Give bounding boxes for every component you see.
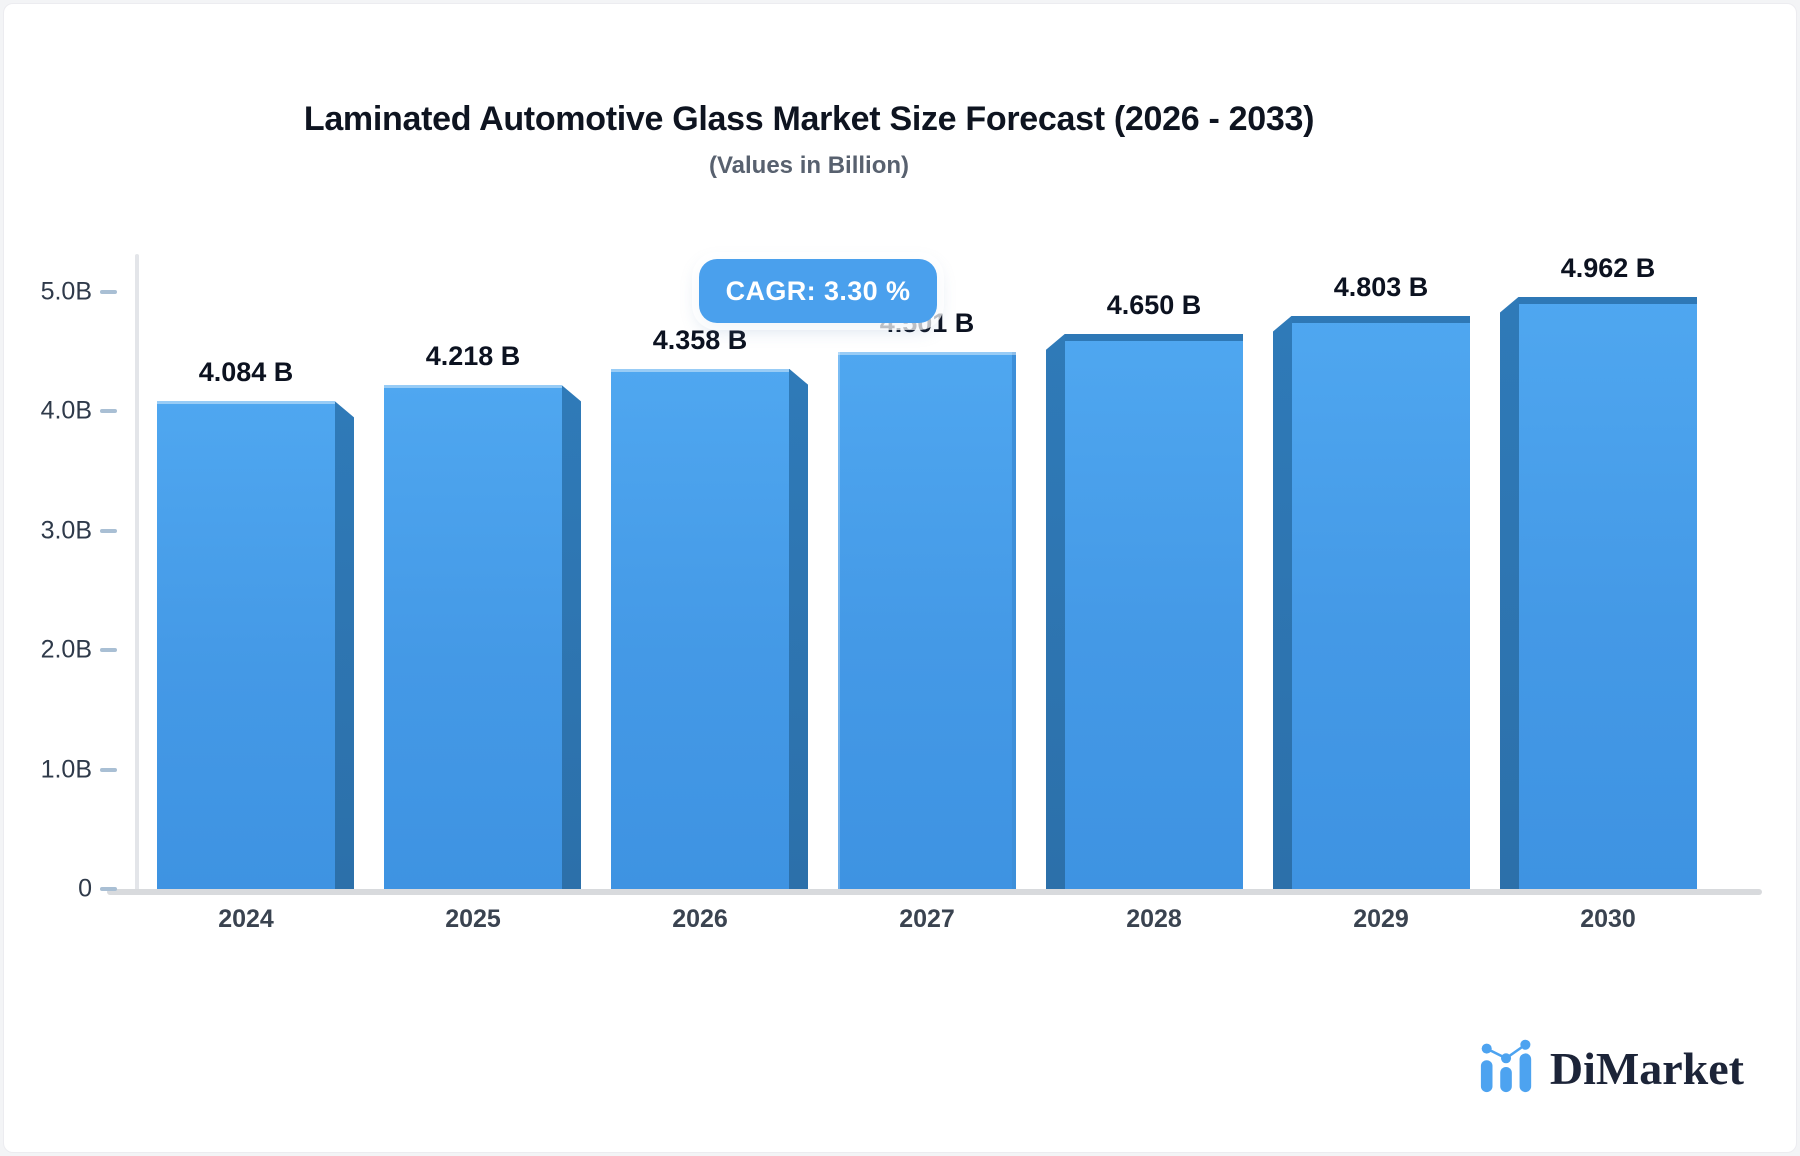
x-label-2028: 2028 — [1126, 905, 1182, 933]
chart-title: Laminated Automotive Glass Market Size F… — [303, 100, 1315, 138]
tick-dash — [100, 768, 117, 772]
bar-value-label: 4.650 B — [1106, 289, 1202, 320]
y-tick-label: 5.0B — [40, 277, 92, 306]
bar-value-label: 4.084 B — [198, 357, 294, 388]
bar-group-2028: 4.650 B — [1046, 290, 1243, 889]
bar-top-edge — [611, 368, 789, 372]
y-axis-line — [135, 254, 139, 895]
bar-top-edge — [1292, 315, 1470, 323]
bar-side-face — [562, 385, 581, 889]
bar-top-edge — [157, 401, 335, 405]
bar-side-face — [1046, 333, 1065, 889]
x-label-2029: 2029 — [1353, 905, 1409, 933]
bar-group-2026: 4.358 B — [611, 292, 808, 889]
chart-subtitle: (Values in Billion) — [708, 152, 910, 179]
bar-group-2024: 4.084 B — [157, 292, 354, 889]
tick-dash — [100, 887, 117, 891]
tick-dash — [100, 290, 117, 294]
bar-side-face — [1500, 296, 1519, 889]
y-tick-label: 2.0B — [40, 635, 92, 664]
bar-value-label: 4.962 B — [1560, 252, 1656, 283]
bar-group-2027: 4.501 B — [838, 292, 1016, 889]
y-tick-label: 3.0B — [40, 516, 92, 545]
bar-chart-logo-icon — [1478, 1037, 1536, 1100]
bar-2028[interactable]: 4.650 B — [1046, 290, 1243, 889]
dimarket-logo: DiMarket — [1478, 1037, 1744, 1100]
bar-side-face — [789, 368, 808, 889]
cagr-badge: CAGR: 3.30 % — [699, 259, 937, 323]
x-label-2026: 2026 — [672, 905, 728, 933]
bar-side-face — [1273, 315, 1292, 889]
tick-dash — [100, 648, 117, 652]
bar-value-label: 4.358 B — [652, 324, 748, 355]
bar-2029[interactable]: 4.803 B — [1273, 272, 1470, 889]
bar-2025[interactable]: 4.218 B — [384, 341, 581, 889]
bar-side-face — [335, 401, 354, 889]
y-tick-label: 0 — [78, 874, 92, 903]
bar-group-2025: 4.218 B — [384, 292, 581, 889]
bar-chart-plot-area: 4.084 B 4.218 B 4.358 B 4.501 B — [157, 253, 1777, 889]
x-label-2027: 2027 — [899, 905, 955, 933]
bar-2027[interactable]: 4.501 B — [838, 308, 1016, 889]
bar-top-edge — [1065, 333, 1243, 341]
bar-top-edge — [838, 351, 1016, 355]
bar-value-label: 4.218 B — [425, 341, 521, 372]
bar-group-2030: 4.962 B — [1500, 253, 1697, 889]
logo-text: DiMarket — [1549, 1043, 1744, 1094]
chart-card: Laminated Automotive Glass Market Size F… — [3, 3, 1797, 1153]
tick-dash — [100, 529, 117, 533]
bar-top-edge — [1519, 296, 1697, 304]
bar-top-edge — [384, 385, 562, 389]
bar-2030[interactable]: 4.962 B — [1500, 253, 1697, 889]
bar-2024[interactable]: 4.084 B — [157, 357, 354, 889]
x-axis-baseline — [107, 889, 1762, 895]
x-label-2024: 2024 — [218, 905, 274, 933]
y-tick-label: 4.0B — [40, 396, 92, 425]
bar-group-2029: 4.803 B — [1273, 272, 1470, 889]
bar-2026[interactable]: 4.358 B — [611, 325, 808, 889]
x-label-2025: 2025 — [445, 905, 501, 933]
tick-dash — [100, 409, 117, 413]
y-tick-label: 1.0B — [40, 755, 92, 784]
x-label-2030: 2030 — [1580, 905, 1636, 933]
x-axis-labels: 2024 2025 2026 2027 2028 2029 2030 — [157, 905, 1757, 939]
bar-value-label: 4.803 B — [1333, 271, 1429, 302]
